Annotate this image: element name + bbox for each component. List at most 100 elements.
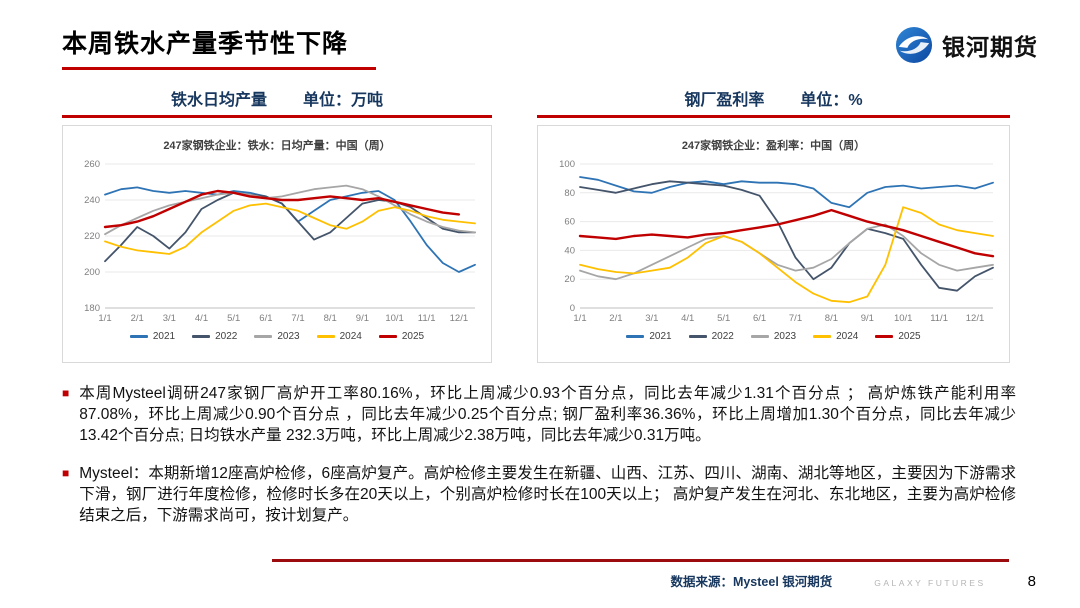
slide-footer: 数据来源：Mysteel 银河期货 GALAXY FUTURES 8 xyxy=(62,571,1036,590)
legend-swatch-2025 xyxy=(378,334,397,338)
svg-text:9/1: 9/1 xyxy=(356,313,369,324)
legend-swatch-2022 xyxy=(192,334,211,338)
legend-label-2025: 2025 xyxy=(401,330,425,342)
legend-swatch-2023 xyxy=(254,334,273,338)
legend-swatch-2024 xyxy=(316,334,335,338)
legend-item-2021: 2021 xyxy=(626,330,672,342)
legend-label-2021: 2021 xyxy=(152,330,176,342)
svg-text:240: 240 xyxy=(84,195,100,206)
legend-swatch-2021 xyxy=(129,334,148,338)
footer-divider xyxy=(272,559,1009,562)
svg-text:12/1: 12/1 xyxy=(966,313,985,324)
panel-underline xyxy=(62,115,492,118)
svg-text:8/1: 8/1 xyxy=(825,313,838,324)
chart-panel-iron-output: 铁水日均产量 单位：万吨 247家钢铁企业：铁水：日均产量：中国（周） 180 2… xyxy=(62,86,492,363)
legend-label-2023: 2023 xyxy=(773,330,797,342)
legend-label-2023: 2023 xyxy=(277,330,300,342)
chart-legend: 2021 2022 2023 2024 2025 xyxy=(71,331,483,342)
legend-label-2022: 2022 xyxy=(215,330,238,342)
galaxy-futures-logo-icon xyxy=(895,26,933,64)
svg-text:9/1: 9/1 xyxy=(861,313,874,324)
legend-item-2024: 2024 xyxy=(316,330,362,342)
profit-ratio-plot: 0 20 40 60 80 100 1/1 2/1 3/1 4/1 5/1 6/1 7/1 8/1 9/1 1… xyxy=(559,159,995,324)
slide-header: 本周铁水产量季节性下降 银河期货 xyxy=(62,24,1038,70)
svg-text:5/1: 5/1 xyxy=(717,313,730,324)
chart-unit-label: 单位：% xyxy=(800,92,863,109)
footer-watermark: GALAXY FUTURES xyxy=(874,578,986,588)
legend-swatch-2022 xyxy=(688,334,707,338)
svg-text:80: 80 xyxy=(564,187,575,198)
bullet-list: ■ 本周Mysteel调研247家钢厂高炉开工率80.16%，环比上周减少0.9… xyxy=(62,383,1016,526)
svg-text:12/1: 12/1 xyxy=(450,313,469,324)
line-chart-profit-ratio: 247家钢铁企业：盈利率：中国（周） 0 20 40 60 80 100 1/1 2/1 3/1… xyxy=(537,124,1010,363)
chart-title: 247家钢铁企业：盈利率：中国（周） xyxy=(681,139,866,152)
bullet-text-survey: 本周Mysteel调研247家钢厂高炉开工率80.16%，环比上周减少0.93个… xyxy=(79,385,1016,445)
svg-text:3/1: 3/1 xyxy=(645,313,658,324)
svg-text:220: 220 xyxy=(84,231,100,242)
svg-text:200: 200 xyxy=(84,267,100,278)
svg-text:5/1: 5/1 xyxy=(227,313,240,324)
legend-swatch-2025 xyxy=(875,334,894,338)
legend-item-2021: 2021 xyxy=(129,330,176,342)
chart-panel-header: 钢厂盈利率 单位：% xyxy=(537,86,1010,110)
legend-item-2022: 2022 xyxy=(192,331,237,342)
chart-panel-header: 铁水日均产量 单位：万吨 xyxy=(62,86,492,110)
svg-text:20: 20 xyxy=(564,274,575,285)
charts-row: 铁水日均产量 单位：万吨 247家钢铁企业：铁水：日均产量：中国（周） 180 2… xyxy=(62,86,1010,363)
chart-panel-profit-ratio: 钢厂盈利率 单位：% 247家钢铁企业：盈利率：中国（周） 0 20 40 60 80 1… xyxy=(537,86,1010,363)
legend-swatch-2024 xyxy=(813,334,832,338)
legend-label-2024: 2024 xyxy=(339,330,362,342)
chart-legend: 2021 2022 2023 2024 2025 xyxy=(546,331,1001,342)
legend-swatch-2023 xyxy=(750,334,769,338)
svg-text:11/1: 11/1 xyxy=(930,313,948,324)
svg-text:3/1: 3/1 xyxy=(163,313,176,324)
svg-text:10/1: 10/1 xyxy=(385,313,404,324)
svg-text:100: 100 xyxy=(559,159,575,170)
page-number: 8 xyxy=(1027,573,1036,590)
svg-text:10/1: 10/1 xyxy=(894,313,913,324)
legend-item-2024: 2024 xyxy=(813,331,858,342)
bullet-item: ■ 本周Mysteel调研247家钢厂高炉开工率80.16%，环比上周减少0.9… xyxy=(62,383,1016,446)
panel-underline xyxy=(537,115,1010,118)
legend-label-2025: 2025 xyxy=(898,330,921,342)
legend-item-2025: 2025 xyxy=(875,330,921,342)
bullet-square-icon: ■ xyxy=(62,466,70,481)
svg-text:7/1: 7/1 xyxy=(789,313,802,324)
svg-text:4/1: 4/1 xyxy=(681,313,694,324)
svg-text:6/1: 6/1 xyxy=(259,313,272,324)
legend-label-2022: 2022 xyxy=(711,330,734,342)
chart-unit-label: 单位：万吨 xyxy=(303,92,384,109)
chart-header-label: 铁水日均产量 xyxy=(170,92,267,109)
iron-output-plot: 180 200 220 240 260 1/1 2/1 3/1 4/1 5/1 6/1 7/1 8/1 9… xyxy=(84,159,476,324)
svg-text:4/1: 4/1 xyxy=(195,313,208,324)
svg-text:7/1: 7/1 xyxy=(291,313,304,324)
legend-label-2021: 2021 xyxy=(649,330,672,342)
title-underline xyxy=(62,67,376,70)
legend-swatch-2021 xyxy=(626,334,645,338)
logo-text: 银河期货 xyxy=(942,34,1038,60)
bullet-square-icon: ■ xyxy=(62,386,70,400)
bullet-item: ■ Mysteel：本期新增12座高炉检修，6座高炉复产。高炉检修主要发生在新疆… xyxy=(62,463,1016,526)
legend-item-2022: 2022 xyxy=(688,330,734,342)
company-logo: 银河期货 xyxy=(895,26,1038,64)
svg-text:60: 60 xyxy=(564,216,575,227)
svg-text:8/1: 8/1 xyxy=(324,313,337,324)
data-source-label: 数据来源：Mysteel 银河期货 xyxy=(670,575,833,589)
svg-text:11/1: 11/1 xyxy=(418,313,436,324)
line-chart-iron-output: 247家钢铁企业：铁水：日均产量：中国（周） 180 200 220 240 260 1/… xyxy=(62,124,492,363)
svg-text:40: 40 xyxy=(564,245,575,256)
svg-text:2/1: 2/1 xyxy=(609,313,622,324)
legend-item-2025: 2025 xyxy=(378,330,425,342)
legend-item-2023: 2023 xyxy=(750,330,797,342)
svg-text:1/1: 1/1 xyxy=(573,313,586,324)
page-title: 本周铁水产量季节性下降 xyxy=(62,30,349,58)
legend-label-2024: 2024 xyxy=(836,330,859,342)
bullet-text-maintenance: Mysteel：本期新增12座高炉检修，6座高炉复产。高炉检修主要发生在新疆、山… xyxy=(79,465,1016,525)
svg-text:2/1: 2/1 xyxy=(131,313,144,324)
svg-text:6/1: 6/1 xyxy=(753,313,766,324)
svg-text:180: 180 xyxy=(84,303,100,314)
legend-item-2023: 2023 xyxy=(254,330,300,342)
svg-text:0: 0 xyxy=(570,303,575,314)
title-block: 本周铁水产量季节性下降 xyxy=(62,24,376,70)
